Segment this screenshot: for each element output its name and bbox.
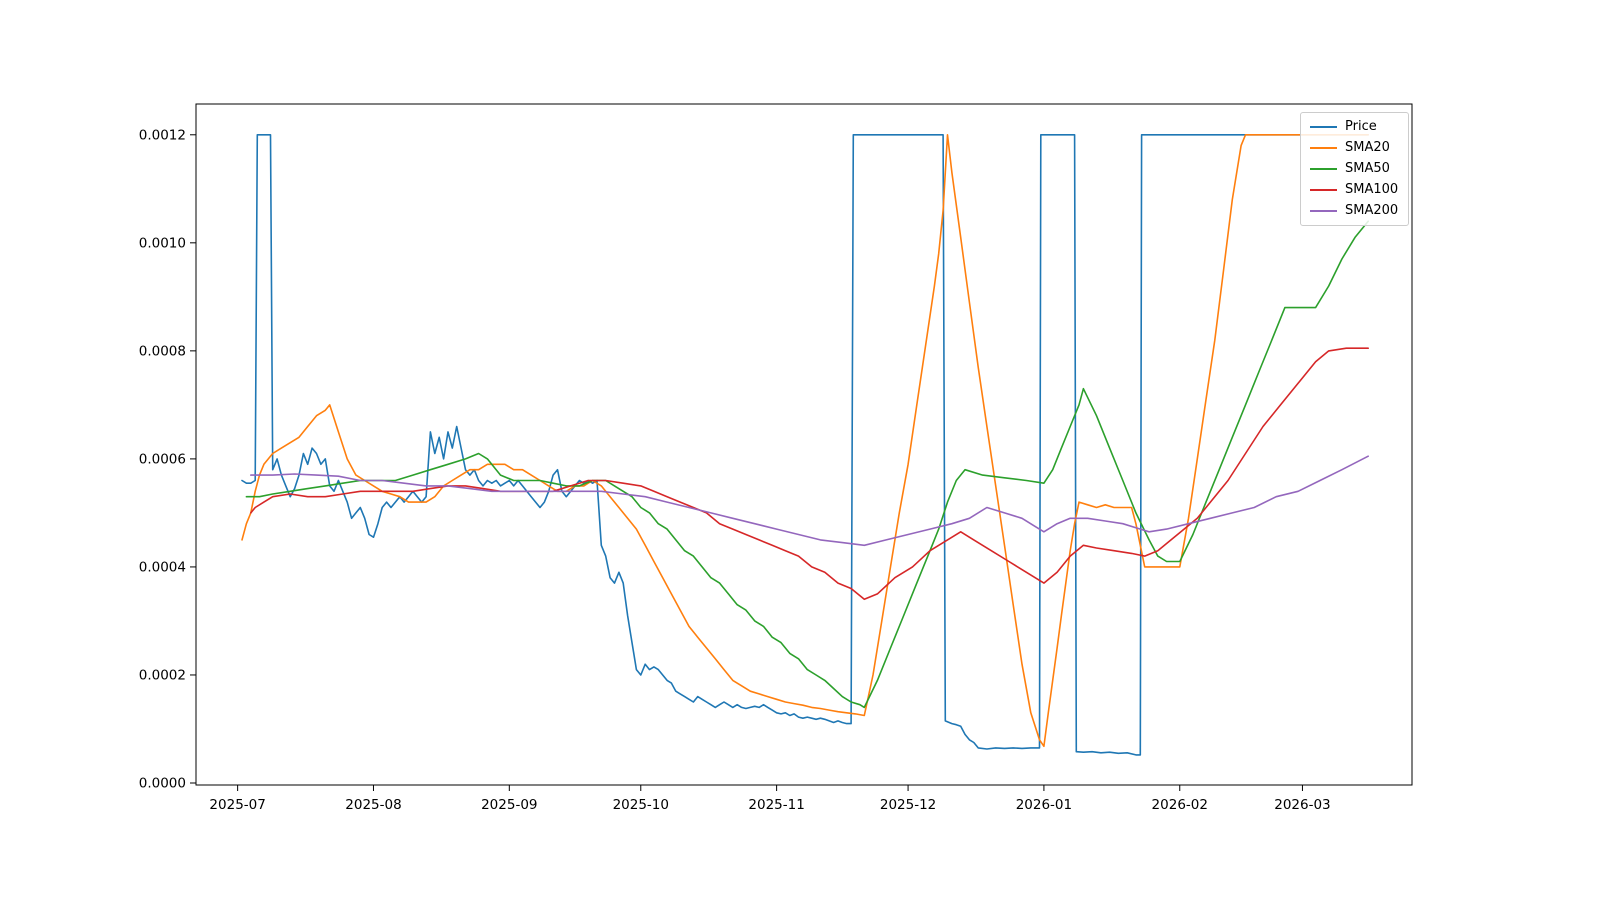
plot-border [195,103,1413,786]
y-tick-label: 0.0004 [139,559,186,575]
x-tick-label: 2026-02 [1152,797,1208,813]
legend-line-sample-price [1310,126,1337,128]
y-tick-label: 0.0012 [139,127,186,143]
legend-item-sma50: SMA50 [1310,162,1398,176]
x-tick-label: 2026-03 [1274,797,1330,813]
legend-item-price: Price [1310,120,1398,134]
legend-line-sample-sma50 [1310,168,1337,170]
x-tick-label: 2025-11 [748,797,804,813]
y-tick-label: 0.0000 [139,776,186,792]
series-line-price [241,134,1369,756]
y-tick-label: 0.0002 [139,667,186,683]
legend-label-sma200: SMA200 [1345,203,1399,218]
legend-label-sma50: SMA50 [1345,161,1390,176]
legend: Price SMA20 SMA50 SMA100 SMA200 [1300,112,1410,226]
legend-item-sma200: SMA200 [1310,204,1398,218]
x-tick-label: 2025-08 [345,797,401,813]
series-line-sma100 [250,347,1369,601]
legend-line-sample-sma200 [1310,210,1337,212]
legend-line-sample-sma100 [1310,189,1337,191]
series-line-sma50 [245,220,1369,709]
y-tick-label: 0.0010 [139,235,186,251]
x-tick-label: 2026-01 [1016,797,1072,813]
series-line-sma200 [250,455,1369,547]
legend-line-sample-sma20 [1310,147,1337,149]
x-tick-label: 2025-12 [880,797,936,813]
legend-item-sma100: SMA100 [1310,183,1398,197]
x-tick-label: 2025-07 [209,797,265,813]
x-tick-label: 2025-10 [613,797,669,813]
legend-label-sma100: SMA100 [1345,182,1399,197]
x-tick-label: 2025-09 [481,797,537,813]
legend-label-price: Price [1345,119,1377,134]
y-tick-label: 0.0006 [139,451,186,467]
series-line-sma20 [241,134,1369,748]
legend-item-sma20: SMA20 [1310,141,1398,155]
y-tick-label: 0.0008 [139,343,186,359]
legend-label-sma20: SMA20 [1345,140,1390,155]
